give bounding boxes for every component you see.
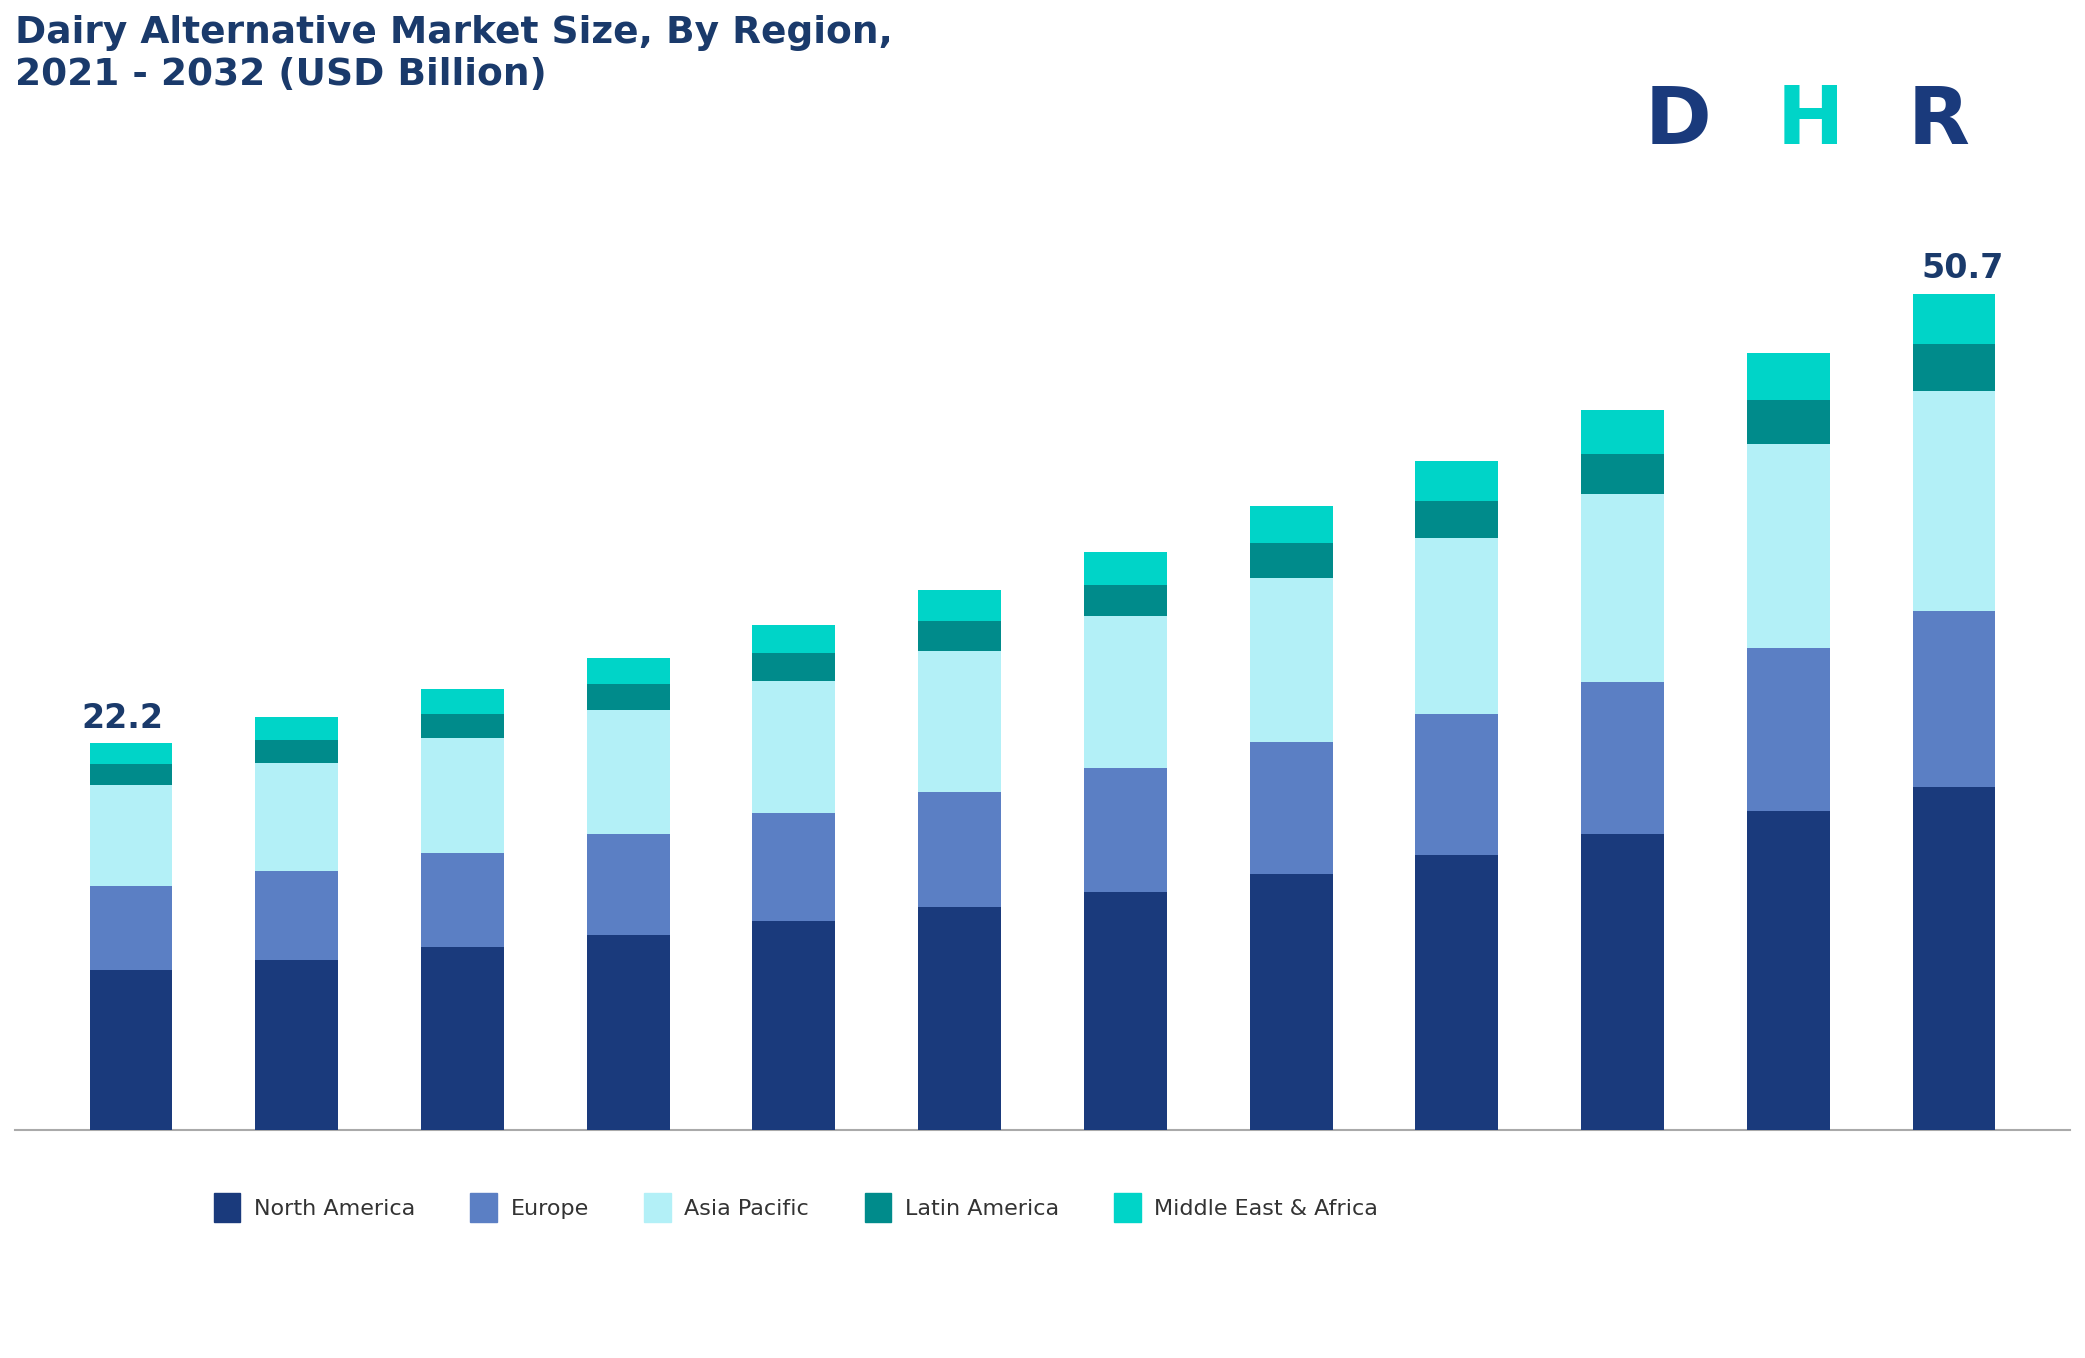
Bar <box>586 710 669 834</box>
Bar <box>1747 648 1831 812</box>
Bar <box>90 785 173 887</box>
Bar <box>1747 401 1831 444</box>
Bar <box>1084 767 1168 892</box>
Bar <box>90 887 173 970</box>
Bar <box>1912 344 1995 391</box>
Bar <box>254 740 338 763</box>
Bar <box>753 625 836 653</box>
Bar <box>586 684 669 710</box>
Bar <box>1912 611 1995 788</box>
Bar <box>1249 875 1332 1130</box>
Bar <box>1416 538 1499 714</box>
Bar <box>917 589 1001 622</box>
Bar <box>90 970 173 1130</box>
Bar <box>421 690 505 714</box>
Bar <box>1249 741 1332 875</box>
Bar <box>753 680 836 813</box>
Bar <box>1249 543 1332 577</box>
Bar <box>1416 501 1499 538</box>
Bar <box>421 948 505 1130</box>
Bar <box>1249 577 1332 741</box>
Bar <box>1580 454 1664 494</box>
Bar <box>917 792 1001 907</box>
Bar <box>90 743 173 765</box>
Text: H: H <box>1776 83 1843 162</box>
Bar <box>1747 353 1831 401</box>
Bar <box>254 960 338 1130</box>
Bar <box>586 659 669 684</box>
Bar <box>917 907 1001 1130</box>
Bar <box>1416 714 1499 856</box>
Bar <box>421 739 505 853</box>
Text: 22.2: 22.2 <box>81 702 165 735</box>
Bar <box>421 853 505 948</box>
Bar <box>1747 444 1831 648</box>
Text: D: D <box>1645 83 1712 162</box>
Bar <box>753 653 836 680</box>
Bar <box>1084 892 1168 1130</box>
Bar <box>917 650 1001 792</box>
Bar <box>1416 460 1499 501</box>
Legend: North America, Europe, Asia Pacific, Latin America, Middle East & Africa: North America, Europe, Asia Pacific, Lat… <box>204 1184 1387 1230</box>
Bar <box>586 834 669 936</box>
Bar <box>1580 410 1664 454</box>
Bar <box>1580 834 1664 1130</box>
Bar <box>254 763 338 870</box>
Bar <box>1580 683 1664 834</box>
Bar <box>1912 293 1995 344</box>
Text: Dairy Alternative Market Size, By Region,
2021 - 2032 (USD Billion): Dairy Alternative Market Size, By Region… <box>15 15 892 92</box>
Bar <box>1912 391 1995 611</box>
Bar <box>1084 585 1168 617</box>
Bar <box>1747 812 1831 1130</box>
Bar <box>254 717 338 740</box>
Bar <box>1084 617 1168 767</box>
Bar <box>1084 551 1168 585</box>
Bar <box>90 765 173 785</box>
Bar <box>1580 494 1664 683</box>
Bar <box>753 921 836 1130</box>
Text: R: R <box>1908 83 1970 162</box>
Bar <box>254 870 338 960</box>
Bar <box>1416 856 1499 1130</box>
Bar <box>1912 788 1995 1130</box>
Bar <box>586 936 669 1130</box>
Text: 50.7: 50.7 <box>1920 253 2004 285</box>
Bar <box>917 622 1001 650</box>
Bar <box>753 813 836 921</box>
Bar <box>421 714 505 739</box>
Bar <box>1249 507 1332 543</box>
